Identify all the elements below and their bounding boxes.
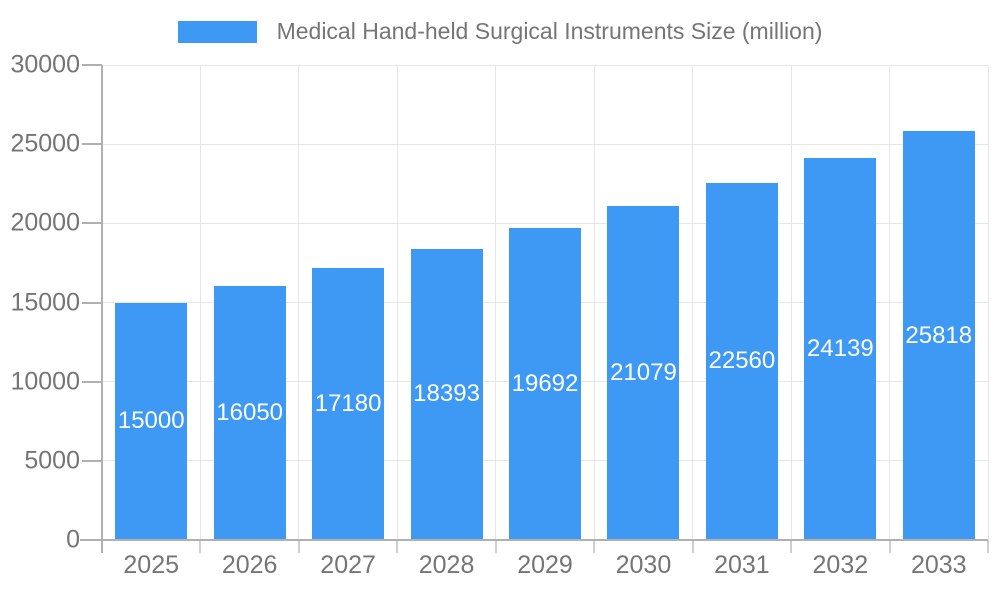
- bar[interactable]: [607, 206, 680, 540]
- y-axis-line: [101, 65, 103, 553]
- y-tick-mark: [82, 143, 102, 146]
- x-tick-mark: [593, 540, 596, 553]
- bar[interactable]: [312, 267, 385, 540]
- y-axis-label: 20000: [10, 208, 80, 237]
- x-axis-label: 2028: [418, 551, 475, 579]
- y-tick-mark: [82, 301, 102, 304]
- bar-value-label: 19692: [511, 370, 579, 398]
- v-gridline: [199, 65, 201, 540]
- h-gridline: [102, 143, 988, 145]
- bar-value-label: 25818: [905, 321, 973, 349]
- x-axis-label: 2031: [714, 551, 770, 579]
- x-tick-mark: [987, 540, 989, 553]
- bar-value-label: 16050: [216, 398, 284, 426]
- y-axis-label: 5000: [24, 446, 80, 475]
- bar[interactable]: [115, 302, 188, 540]
- y-tick-mark: [82, 64, 102, 66]
- x-axis-label: 2026: [221, 551, 278, 579]
- bar-value-label: 15000: [117, 407, 185, 435]
- bar-value-label: 22560: [708, 347, 776, 375]
- x-axis-label: 2027: [320, 551, 376, 579]
- y-axis-label: 15000: [10, 288, 80, 316]
- x-tick-mark: [494, 540, 497, 553]
- v-gridline: [692, 65, 694, 540]
- legend[interactable]: Medical Hand-held Surgical Instruments S…: [0, 18, 1000, 45]
- bar[interactable]: [705, 182, 778, 540]
- bar[interactable]: [410, 248, 483, 540]
- bar-value-label: 21079: [610, 359, 677, 387]
- x-axis-label: 2032: [812, 551, 869, 579]
- x-axis-line: [80, 539, 988, 541]
- x-tick-mark: [297, 540, 300, 553]
- v-gridline: [987, 65, 989, 540]
- x-axis-label: 2025: [123, 551, 180, 579]
- x-tick-mark: [888, 540, 891, 553]
- h-gridline: [102, 64, 988, 66]
- x-tick-mark: [790, 540, 793, 553]
- y-axis-label: 0: [66, 525, 80, 554]
- legend-swatch-icon: [177, 20, 257, 43]
- y-axis-label: 30000: [10, 50, 80, 79]
- x-axis-label: 2033: [910, 551, 967, 579]
- v-gridline: [889, 65, 891, 540]
- y-tick-mark: [82, 222, 102, 225]
- x-axis-label: 2029: [517, 551, 573, 579]
- y-axis-label: 10000: [10, 367, 80, 396]
- bar-value-label: 24139: [806, 334, 874, 362]
- y-tick-mark: [82, 459, 102, 462]
- x-tick-mark: [396, 540, 399, 553]
- bar[interactable]: [213, 285, 286, 540]
- bar-value-label: 18393: [413, 380, 480, 408]
- bar[interactable]: [509, 228, 581, 540]
- v-gridline: [790, 65, 792, 540]
- v-gridline: [593, 65, 595, 540]
- v-gridline: [298, 65, 300, 540]
- v-gridline: [495, 65, 497, 540]
- legend-label: Medical Hand-held Surgical Instruments S…: [276, 18, 823, 44]
- x-tick-mark: [691, 540, 694, 553]
- bar[interactable]: [804, 157, 877, 540]
- bar-value-label: 17180: [314, 389, 382, 417]
- v-gridline: [396, 65, 398, 540]
- y-axis-label: 25000: [10, 129, 80, 158]
- h-gridline: [102, 222, 988, 224]
- x-tick-mark: [199, 540, 202, 553]
- y-tick-mark: [82, 380, 102, 383]
- x-axis-label: 2030: [615, 551, 672, 579]
- bar[interactable]: [902, 131, 975, 540]
